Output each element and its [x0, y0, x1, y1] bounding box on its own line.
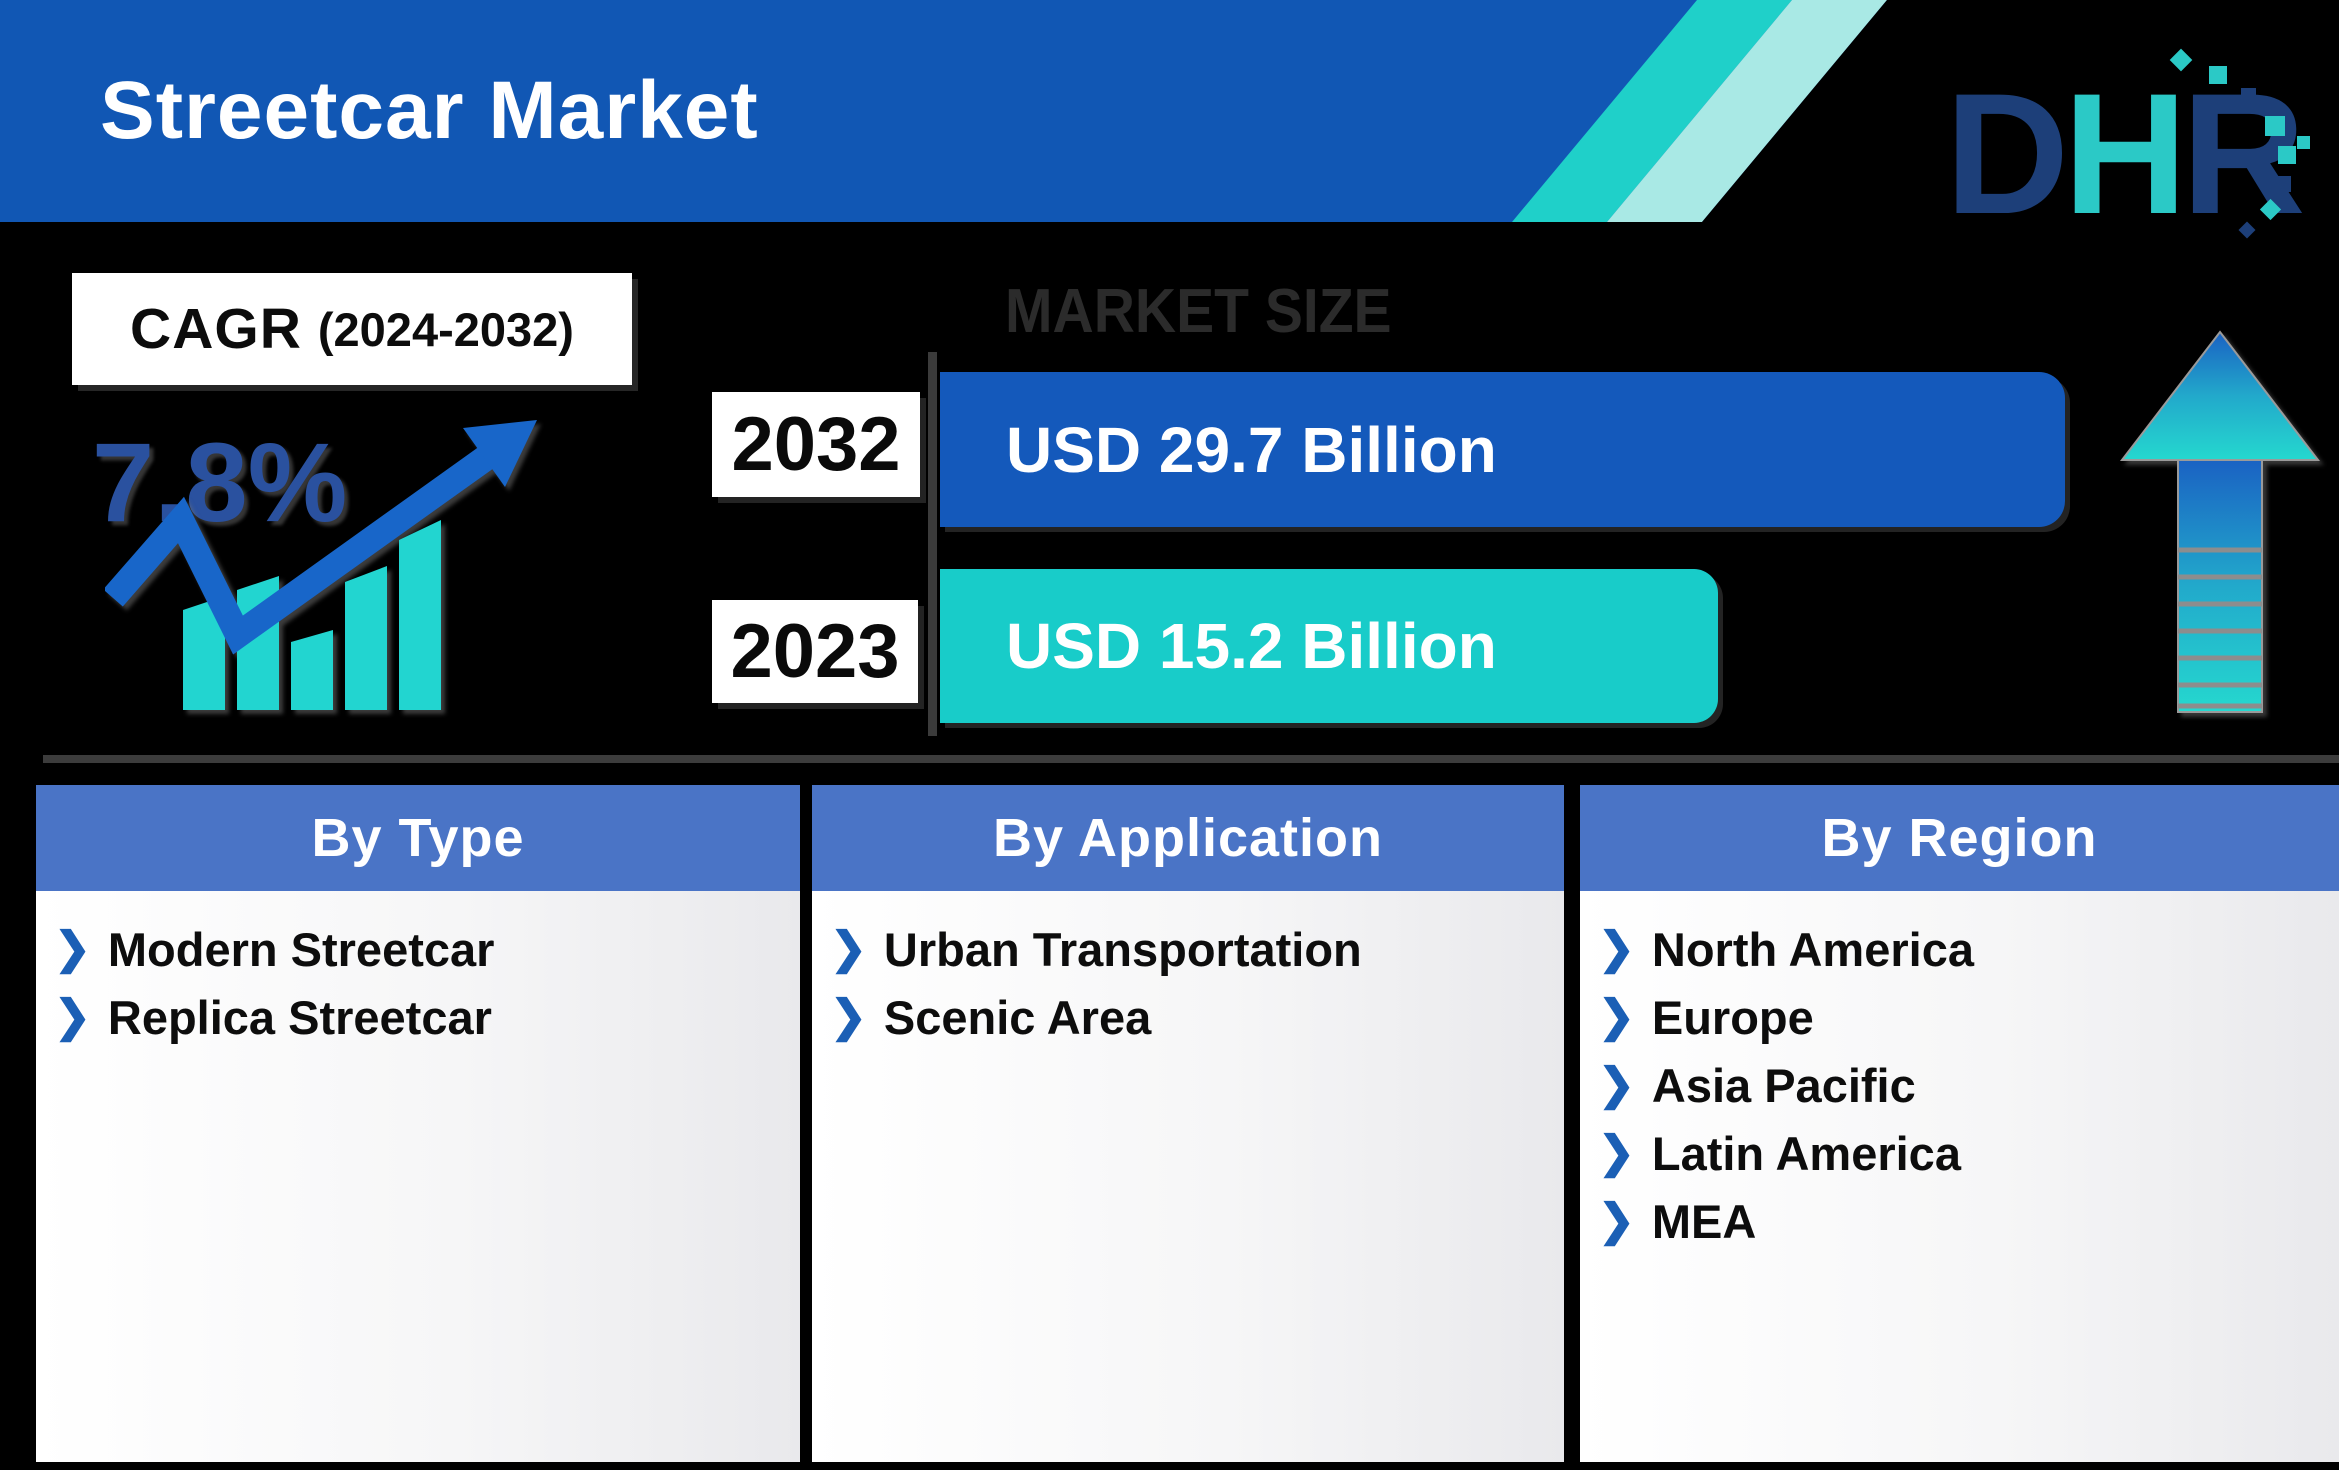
list-item: ❯ Asia Pacific [1598, 1051, 2339, 1119]
list-item: ❯ Latin America [1598, 1119, 2339, 1187]
logo-dot-icon [2209, 66, 2227, 84]
item-label: Replica Streetcar [107, 990, 492, 1044]
logo-dot-icon [2241, 88, 2256, 103]
list-item: ❯ North America [1598, 915, 2339, 983]
year-label-2032: 2032 [712, 392, 920, 497]
segment-column-by-application: By Application ❯ Urban Transportation ❯ … [812, 785, 1564, 1462]
chevron-right-icon: ❯ [1598, 924, 1635, 973]
chevron-right-icon: ❯ [1598, 992, 1635, 1041]
list-item: ❯ Replica Streetcar [54, 983, 800, 1051]
year-label-2023: 2023 [712, 600, 918, 703]
bar-axis-line [928, 352, 937, 736]
logo-dot-icon [2275, 176, 2291, 192]
column-header-by-application: By Application [812, 785, 1564, 891]
list-item: ❯ Scenic Area [830, 983, 1564, 1051]
list-item: ❯ Urban Transportation [830, 915, 1564, 983]
item-label: Europe [1651, 990, 1814, 1044]
section-separator [43, 755, 2339, 763]
market-size-bar-2032: USD 29.7 Billion [940, 372, 2065, 527]
chevron-right-icon: ❯ [830, 992, 867, 1041]
logo-letter-h: H [2063, 58, 2187, 250]
item-label: Asia Pacific [1651, 1058, 1916, 1112]
growth-up-arrow-icon [2119, 330, 2321, 713]
market-size-heading: MARKET SIZE [1005, 277, 1392, 346]
chevron-right-icon: ❯ [1598, 1196, 1635, 1245]
item-label: North America [1651, 922, 1974, 976]
chevron-right-icon: ❯ [54, 992, 91, 1041]
chevron-right-icon: ❯ [54, 924, 91, 973]
cagr-range: (2024-2032) [317, 302, 574, 356]
column-header-by-type: By Type [36, 785, 800, 891]
growth-trend-chart-icon [105, 420, 537, 710]
cagr-label: CAGR [130, 297, 302, 361]
item-label: Latin America [1651, 1126, 1961, 1180]
item-label: Modern Streetcar [107, 922, 495, 976]
logo-dot-icon [2297, 136, 2310, 149]
cagr-box: CAGR (2024-2032) [72, 273, 632, 385]
logo-dot-icon [2265, 116, 2285, 136]
chevron-right-icon: ❯ [830, 924, 867, 973]
list-item: ❯ Europe [1598, 983, 2339, 1051]
segment-column-by-type: By Type ❯ Modern Streetcar ❯ Replica Str… [36, 785, 800, 1462]
item-label: MEA [1651, 1194, 1757, 1248]
logo-dot-icon [2278, 146, 2296, 164]
logo-letter-d: D [1945, 58, 2069, 250]
column-header-by-region: By Region [1580, 785, 2339, 891]
list-item: ❯ MEA [1598, 1187, 2339, 1255]
market-size-bar-2023: USD 15.2 Billion [940, 569, 1718, 723]
item-label: Scenic Area [883, 990, 1152, 1044]
page-title: Streetcar Market [100, 65, 759, 156]
chevron-right-icon: ❯ [1598, 1128, 1635, 1177]
segment-column-by-region: By Region ❯ North America ❯ Europe ❯ Asi… [1580, 785, 2339, 1462]
list-item: ❯ Modern Streetcar [54, 915, 800, 983]
chevron-right-icon: ❯ [1598, 1060, 1635, 1109]
cagr-value: 7.8% [92, 420, 348, 545]
item-label: Urban Transportation [883, 922, 1362, 976]
